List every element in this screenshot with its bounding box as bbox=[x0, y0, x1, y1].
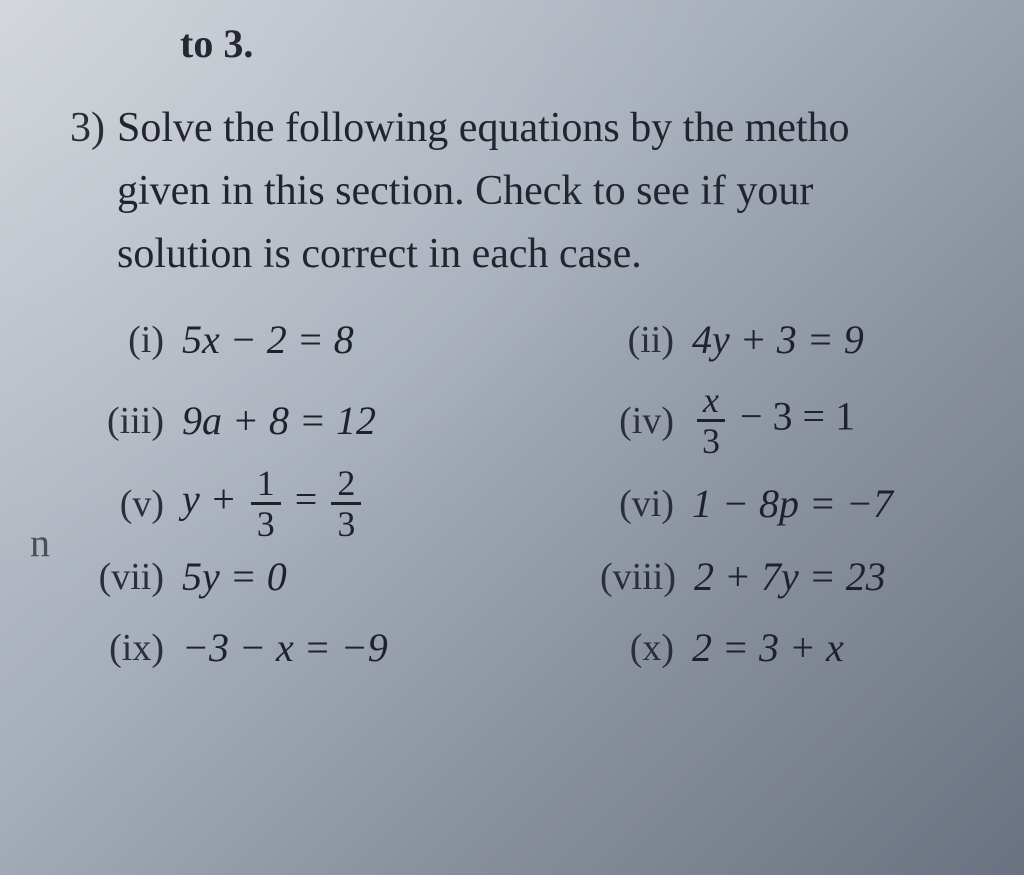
item-roman-ii: (ii) bbox=[600, 318, 680, 362]
question-block: 3) Solve the following equations by the … bbox=[50, 97, 994, 286]
equation-row-4: (vii) 5y = 0 (viii) 2 + 7y = 23 bbox=[90, 553, 994, 600]
item-equation-iv: x 3 − 3 = 1 bbox=[692, 381, 855, 460]
fraction-denominator: 3 bbox=[331, 505, 361, 543]
fraction-icon: 1 3 bbox=[251, 464, 281, 543]
item-roman-v: (v) bbox=[90, 482, 170, 526]
item-roman-iii: (iii) bbox=[90, 399, 170, 443]
fraction-denominator: 3 bbox=[251, 505, 281, 543]
fraction-numerator: 2 bbox=[331, 464, 361, 505]
equation-row-1: (i) 5x − 2 = 8 (ii) 4y + 3 = 9 bbox=[90, 316, 994, 363]
item-roman-vi: (vi) bbox=[600, 482, 680, 526]
item-roman-iv: (iv) bbox=[600, 399, 680, 443]
equation-row-5: (ix) −3 − x = −9 (x) 2 = 3 + x bbox=[90, 624, 994, 671]
item-roman-x: (x) bbox=[600, 626, 680, 670]
item-roman-ix: (ix) bbox=[90, 626, 170, 670]
item-equation-vi: 1 − 8p = −7 bbox=[692, 480, 893, 527]
equation-row-3: (v) y + 1 3 = 2 3 (vi) 1 − 8p = −7 bbox=[90, 464, 994, 543]
fraction-numerator: x bbox=[697, 381, 725, 422]
item-equation-x: 2 = 3 + x bbox=[692, 624, 844, 671]
fraction-icon: x 3 bbox=[696, 381, 726, 460]
item-equation-iii: 9a + 8 = 12 bbox=[182, 397, 376, 444]
item-equation-ix: −3 − x = −9 bbox=[182, 624, 388, 671]
question-number: 3) bbox=[50, 104, 105, 152]
item-equation-vii: 5y = 0 bbox=[182, 553, 287, 600]
item-roman-viii: (viii) bbox=[600, 555, 682, 599]
fraction-numerator: 1 bbox=[251, 464, 281, 505]
question-text-line2: given in this section. Check to see if y… bbox=[117, 160, 994, 223]
question-text-line3: solution is correct in each case. bbox=[117, 223, 994, 286]
item-roman-i: (i) bbox=[90, 318, 170, 362]
item-equation-iv-suffix: − 3 = 1 bbox=[730, 394, 855, 439]
page-edge-fragment: n bbox=[30, 519, 50, 566]
item-equation-i: 5x − 2 = 8 bbox=[182, 316, 354, 363]
equation-list: (i) 5x − 2 = 8 (ii) 4y + 3 = 9 (iii) 9a … bbox=[90, 316, 994, 671]
equation-row-2: (iii) 9a + 8 = 12 (iv) x 3 − 3 = 1 bbox=[90, 381, 994, 460]
item-equation-ii: 4y + 3 = 9 bbox=[692, 316, 864, 363]
fraction-denominator: 3 bbox=[696, 422, 726, 460]
item-roman-vii: (vii) bbox=[90, 555, 170, 599]
item-equation-v-mid: = bbox=[285, 477, 328, 522]
item-equation-viii: 2 + 7y = 23 bbox=[694, 553, 886, 600]
item-equation-v-prefix: y + bbox=[182, 477, 247, 522]
question-text-line1: Solve the following equations by the met… bbox=[117, 97, 850, 160]
page-fragment-top: to 3. bbox=[180, 20, 994, 67]
item-equation-v: y + 1 3 = 2 3 bbox=[182, 464, 365, 543]
fraction-icon: 2 3 bbox=[331, 464, 361, 543]
